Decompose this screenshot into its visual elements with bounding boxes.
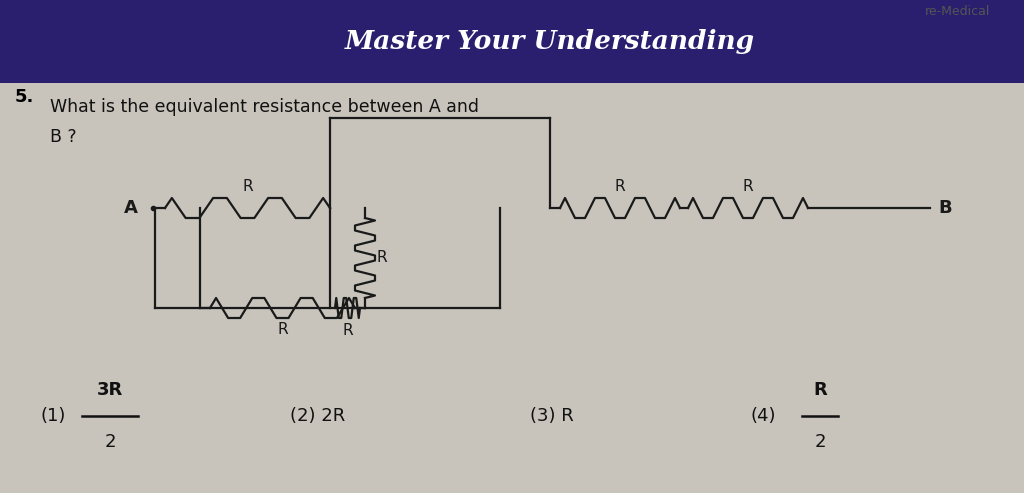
Text: R: R <box>278 322 288 337</box>
Text: R: R <box>377 250 388 266</box>
Text: R: R <box>243 179 253 194</box>
Bar <box>0 0 1024 83</box>
Text: 2: 2 <box>104 433 116 451</box>
Text: (2) 2R: (2) 2R <box>290 407 345 425</box>
Text: B ?: B ? <box>50 128 77 146</box>
Text: 3R: 3R <box>97 381 123 399</box>
Text: (1): (1) <box>40 407 66 425</box>
Text: 2: 2 <box>814 433 825 451</box>
Text: A: A <box>124 199 138 217</box>
Text: B: B <box>938 199 951 217</box>
Text: R: R <box>614 179 626 194</box>
Text: R: R <box>813 381 826 399</box>
Text: (4): (4) <box>750 407 775 425</box>
Text: 5.: 5. <box>15 88 35 106</box>
Text: (3) R: (3) R <box>530 407 573 425</box>
Text: What is the equivalent resistance between A and: What is the equivalent resistance betwee… <box>50 98 479 116</box>
Text: Master Your Understanding: Master Your Understanding <box>345 29 755 54</box>
Text: R: R <box>342 323 353 338</box>
Text: re-Medical: re-Medical <box>925 5 990 18</box>
Text: R: R <box>742 179 754 194</box>
